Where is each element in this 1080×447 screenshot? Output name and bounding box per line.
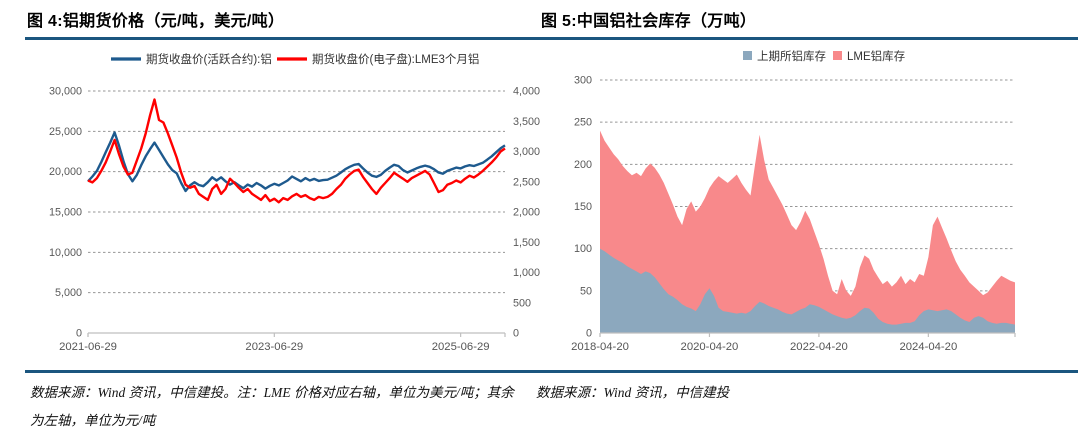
y-axis-label: 150 bbox=[574, 201, 592, 213]
left-axis-label: 25,000 bbox=[49, 126, 82, 138]
legend-label: LME铝库存 bbox=[847, 49, 905, 63]
legend-label: 上期所铝库存 bbox=[757, 49, 826, 63]
figure4-title: 图 4:铝期货价格（元/吨，美元/吨） bbox=[27, 13, 285, 30]
charts-row: 2021-06-29 2023-06-29 2025-06-29 30,000 25,0… bbox=[0, 40, 1080, 370]
left-axis-label: 10,000 bbox=[49, 247, 82, 259]
y-axis-label: 250 bbox=[574, 117, 592, 129]
x-tick-label: 2021-06-29 bbox=[59, 341, 117, 353]
figure5-source-note: 数据来源：Wind 资讯，中信建投 bbox=[536, 385, 730, 400]
x-tick-label: 2024-04-20 bbox=[899, 341, 957, 353]
right-axis-label: 2,000 bbox=[513, 207, 540, 219]
left-axis-label: 5,000 bbox=[55, 287, 82, 299]
legend-swatch-square bbox=[743, 51, 752, 60]
legend-swatch-square bbox=[833, 51, 842, 60]
y-axis-label: 300 bbox=[574, 75, 592, 87]
right-axis-label: 500 bbox=[513, 297, 531, 309]
right-axis-label: 2,500 bbox=[513, 176, 540, 188]
right-axis-label: 1,500 bbox=[513, 237, 540, 249]
source-notes-row: 数据来源：Wind 资讯，中信建投。注：LME 价格对应右轴，单位为美元/吨；其… bbox=[0, 379, 1080, 435]
y-axis-label: 50 bbox=[580, 285, 592, 297]
bottom-divider-rule bbox=[25, 370, 1078, 373]
right-axis-label: 3,000 bbox=[513, 146, 540, 158]
x-tick-label: 2025-06-29 bbox=[432, 341, 490, 353]
legend-label: 期货收盘价(活跃合约):铝 bbox=[146, 52, 272, 66]
china-aluminum-inventory-area-chart: 2018-04-20 2020-04-20 2022-04-20 2024-04-20… bbox=[571, 49, 1016, 353]
x-tick-label: 2020-04-20 bbox=[681, 341, 739, 353]
left-axis-label: 0 bbox=[76, 328, 82, 340]
right-axis-label: 1,000 bbox=[513, 267, 540, 279]
y-axis-label: 0 bbox=[586, 328, 592, 340]
aluminum-futures-price-line-chart: 2021-06-29 2023-06-29 2025-06-29 30,000 25,0… bbox=[49, 52, 540, 353]
shfe-area bbox=[600, 248, 1015, 333]
right-axis-label: 4,000 bbox=[513, 86, 540, 98]
top-divider-rule bbox=[25, 37, 1078, 40]
legend-label: 期货收盘价(电子盘):LME3个月铝 bbox=[312, 52, 479, 66]
x-tick-label: 2018-04-20 bbox=[571, 341, 629, 353]
figure4-source-note: 数据来源：Wind 资讯，中信建投。注：LME 价格对应右轴，单位为美元/吨；其… bbox=[30, 385, 514, 428]
figure5-title: 图 5:中国铝社会库存（万吨） bbox=[541, 13, 757, 30]
series-line bbox=[87, 131, 506, 193]
series-line bbox=[87, 98, 506, 204]
lme-area bbox=[600, 130, 1015, 333]
left-axis-label: 30,000 bbox=[49, 86, 82, 98]
left-axis-label: 15,000 bbox=[49, 207, 82, 219]
right-axis-label: 3,500 bbox=[513, 116, 540, 128]
x-tick-label: 2023-06-29 bbox=[245, 341, 303, 353]
right-axis-label: 0 bbox=[513, 328, 519, 340]
y-axis-label: 100 bbox=[574, 243, 592, 255]
figure-titles-row: 图 4:铝期货价格（元/吨，美元/吨） 图 5:中国铝社会库存（万吨） bbox=[0, 0, 1080, 37]
left-axis-label: 20,000 bbox=[49, 166, 82, 178]
x-tick-label: 2022-04-20 bbox=[790, 341, 848, 353]
y-axis-label: 200 bbox=[574, 159, 592, 171]
